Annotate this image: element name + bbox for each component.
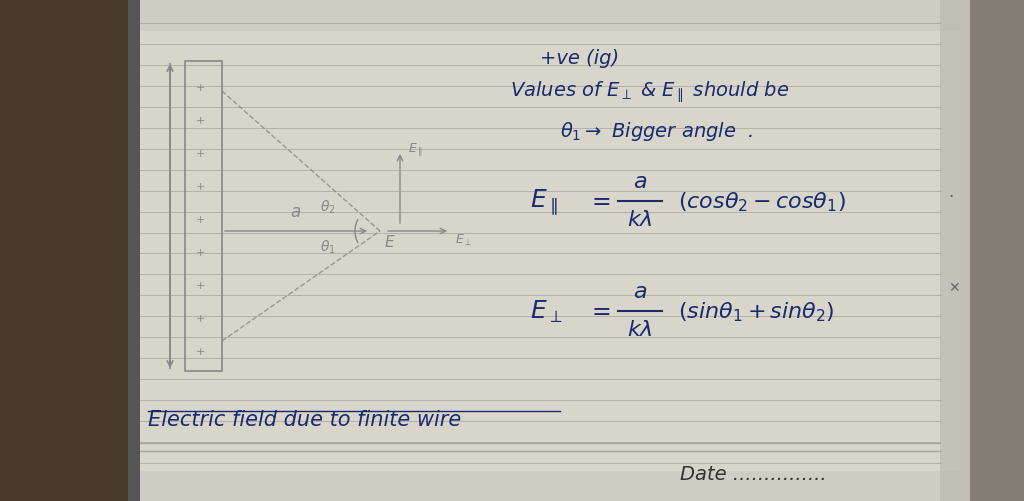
Polygon shape (0, 0, 130, 501)
Bar (128, 0, 140, 501)
Text: +: + (196, 214, 205, 224)
Text: E: E (385, 234, 394, 249)
Text: a: a (633, 282, 647, 302)
Text: ✕: ✕ (948, 281, 959, 295)
Text: $\theta_1 \rightarrow$ Bigger angle  .: $\theta_1 \rightarrow$ Bigger angle . (560, 120, 754, 143)
Text: +: + (196, 149, 205, 159)
Text: $k\lambda$: $k\lambda$ (627, 209, 653, 229)
Text: $E_{\parallel}$: $E_{\parallel}$ (408, 141, 423, 158)
Text: Electric field due to finite wire: Electric field due to finite wire (148, 409, 461, 429)
Text: +: + (196, 346, 205, 356)
Text: a: a (633, 172, 647, 191)
Text: $(sin\theta_1 + sin\theta_2)$: $(sin\theta_1 + sin\theta_2)$ (678, 300, 835, 323)
Text: +: + (196, 313, 205, 323)
Text: a: a (290, 202, 300, 220)
Bar (940, 0, 1024, 501)
Text: $(cos\theta_2 - cos\theta_1)$: $(cos\theta_2 - cos\theta_1)$ (678, 190, 846, 213)
Text: $E_\perp$: $E_\perp$ (455, 232, 472, 247)
Text: $k\lambda$: $k\lambda$ (627, 319, 653, 339)
Bar (130, 0, 970, 501)
Text: +ve (ig): +ve (ig) (540, 49, 620, 68)
Text: =: = (592, 300, 611, 323)
Text: $E_{\perp}$: $E_{\perp}$ (530, 298, 562, 325)
Text: +: + (196, 281, 205, 291)
Text: $\theta_1$: $\theta_1$ (319, 238, 336, 256)
Text: +: + (196, 116, 205, 126)
Text: +: + (196, 247, 205, 258)
Text: ·: · (948, 188, 953, 205)
Text: Date ...............: Date ............... (680, 464, 826, 483)
Text: =: = (592, 189, 611, 213)
Text: +: + (196, 182, 205, 191)
Bar (140, 32, 961, 471)
Text: Values of $E_\perp$ & $E_{\parallel}$ should be: Values of $E_\perp$ & $E_{\parallel}$ sh… (510, 80, 790, 105)
Text: +: + (196, 83, 205, 93)
Bar (185, 62, 222, 371)
Text: $E_{\parallel}$: $E_{\parallel}$ (530, 187, 558, 216)
Text: $\theta_2$: $\theta_2$ (319, 198, 336, 216)
